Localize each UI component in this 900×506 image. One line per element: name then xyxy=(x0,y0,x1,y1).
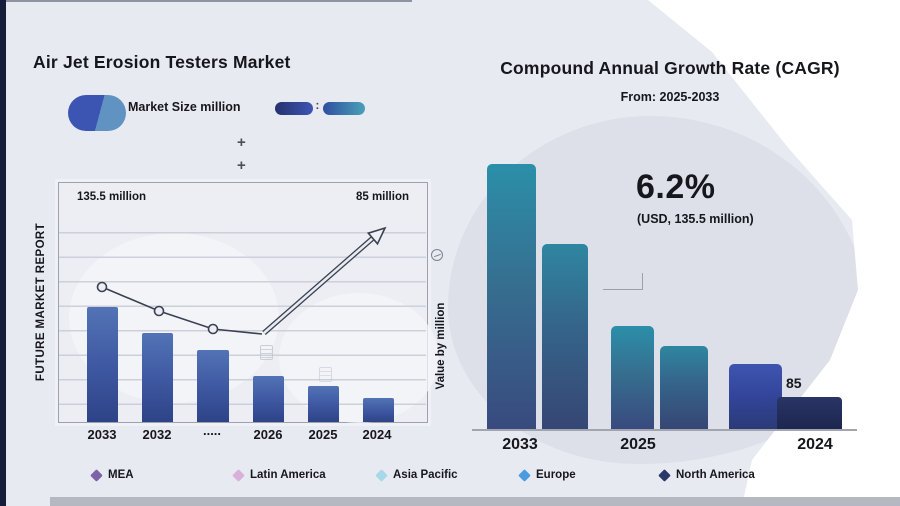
minus-circle-icon xyxy=(431,249,443,261)
plus-mark-icon: + xyxy=(237,134,246,151)
document-icon xyxy=(260,345,273,360)
x-label: 2024 xyxy=(362,427,392,442)
bar-2032 xyxy=(142,333,173,422)
legend-diamond-icon xyxy=(232,468,245,482)
cagr-caption: (USD, 135.5 million) xyxy=(637,212,754,226)
bar-2024 xyxy=(363,398,394,422)
legend-label: Latin America xyxy=(250,469,326,481)
document-icon xyxy=(319,367,332,382)
legend-diamond-icon xyxy=(658,468,671,482)
legend-label: MEA xyxy=(108,469,134,481)
legend-label: Europe xyxy=(536,469,576,481)
x-label: 2025 xyxy=(308,427,338,442)
x-label: 2033 xyxy=(87,427,117,442)
ratio-pill-left xyxy=(275,102,313,115)
x-label: 2032 xyxy=(142,427,172,442)
legend-diamond-icon xyxy=(518,468,531,482)
x-axis-line xyxy=(472,429,857,431)
market-size-label: Market Size million xyxy=(128,100,241,114)
left-chart-title: Air Jet Erosion Testers Market xyxy=(33,52,291,72)
step-line-decoration xyxy=(603,273,643,290)
annotation-85: 85 million xyxy=(355,191,409,203)
x-label: 2025 xyxy=(620,436,656,453)
x-label: ..... xyxy=(202,423,222,438)
legend-item-europe: Europe xyxy=(518,468,576,482)
x-label: 2033 xyxy=(502,436,538,453)
cagr-bar-2033-a xyxy=(487,164,536,429)
legend-label: North America xyxy=(676,469,755,481)
bottom-edge-strip xyxy=(50,497,900,506)
bar-2026 xyxy=(253,376,284,422)
cagr-bar-2025-a xyxy=(611,326,654,429)
legend-item-north-america: North America xyxy=(658,468,755,482)
top-border-line xyxy=(6,0,412,2)
cagr-bar-2033-b xyxy=(542,244,588,429)
legend-label: Asia Pacific xyxy=(393,469,458,481)
bar-2033 xyxy=(87,307,118,422)
left-chart-panel: 135.5 million 85 million xyxy=(58,182,439,423)
cagr-bar-2025-b xyxy=(660,346,708,429)
ratio-separator: : xyxy=(315,100,320,112)
cagr-bar-2024-b xyxy=(777,397,842,429)
capsule-icon xyxy=(68,95,126,131)
cagr-bar-2024-a xyxy=(729,364,782,429)
x-label: 2024 xyxy=(797,436,833,453)
x-label: 2026 xyxy=(253,427,283,442)
bar-2025 xyxy=(308,386,339,422)
cagr-value: 6.2% xyxy=(636,168,716,206)
watermark-vertical-label: FUTURE MARKET REPORT xyxy=(35,222,47,382)
legend-item-latin-america: Latin America xyxy=(232,468,326,482)
legend-item-mea: MEA xyxy=(90,468,134,482)
legend-diamond-icon xyxy=(375,468,388,482)
right-chart-subtitle: From: 2025-2033 xyxy=(620,90,720,104)
ratio-pill-right xyxy=(323,102,365,115)
legend-item-asia-pacific: Asia Pacific xyxy=(375,468,458,482)
right-chart-title: Compound Annual Growth Rate (CAGR) xyxy=(500,58,840,78)
legend-diamond-icon xyxy=(90,468,103,482)
bar-dots xyxy=(197,350,229,422)
value-axis-label: Value by million xyxy=(435,302,447,390)
left-edge-strip xyxy=(0,0,6,506)
plus-mark-icon: + xyxy=(237,157,246,174)
annotation-135: 135.5 million xyxy=(77,191,147,203)
trend-line-arrow xyxy=(96,226,387,335)
bar-annotation-85: 85 xyxy=(786,375,802,391)
